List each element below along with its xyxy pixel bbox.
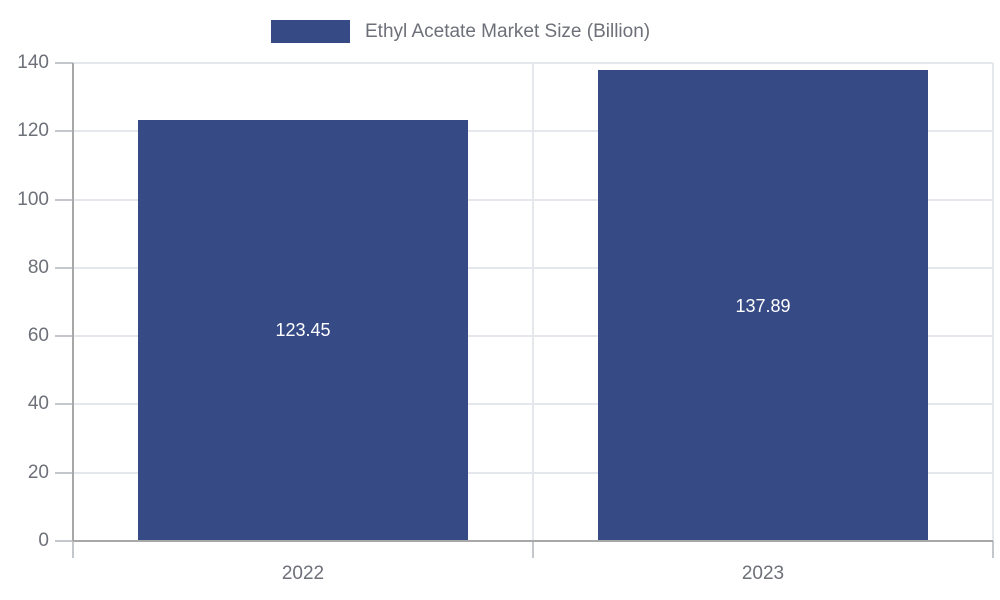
- y-tick-label: 0: [38, 530, 49, 551]
- gridline-vertical: [992, 63, 994, 541]
- y-axis-tick: [55, 540, 73, 542]
- y-tick-label: 40: [27, 393, 49, 415]
- legend-label: Ethyl Acetate Market Size (Billion): [365, 21, 651, 42]
- x-axis-tick: [992, 541, 994, 558]
- y-axis-tick: [55, 266, 73, 269]
- y-axis-tick: [55, 403, 73, 406]
- x-tick-label: 2022: [281, 563, 325, 584]
- x-axis-tick: [72, 541, 74, 558]
- legend-swatch: [271, 20, 350, 43]
- x-tick-label: 2023: [741, 563, 785, 584]
- y-tick-label: 120: [17, 120, 49, 142]
- y-tick-label: 140: [17, 52, 49, 73]
- bar: [138, 119, 468, 541]
- y-tick-label: 60: [27, 325, 49, 347]
- gridline-vertical: [532, 63, 534, 541]
- y-tick-label: 80: [27, 256, 49, 278]
- plot-area: 123.45 137.89: [73, 62, 994, 542]
- y-axis-tick: [55, 130, 73, 133]
- y-axis-tick: [55, 198, 73, 201]
- y-axis-line: [72, 63, 74, 541]
- legend: Ethyl Acetate Market Size (Billion): [271, 18, 650, 45]
- bar-value-label: 137.89: [735, 295, 791, 316]
- y-axis-tick: [55, 62, 73, 64]
- y-axis-tick: [55, 335, 73, 338]
- bar: [598, 70, 928, 541]
- bar-value-label: 123.45: [275, 320, 331, 341]
- y-tick-label: 20: [27, 461, 49, 483]
- x-axis-line: [73, 540, 993, 542]
- y-axis-tick: [55, 471, 73, 474]
- x-axis-tick: [532, 541, 534, 558]
- y-tick-label: 100: [17, 188, 49, 210]
